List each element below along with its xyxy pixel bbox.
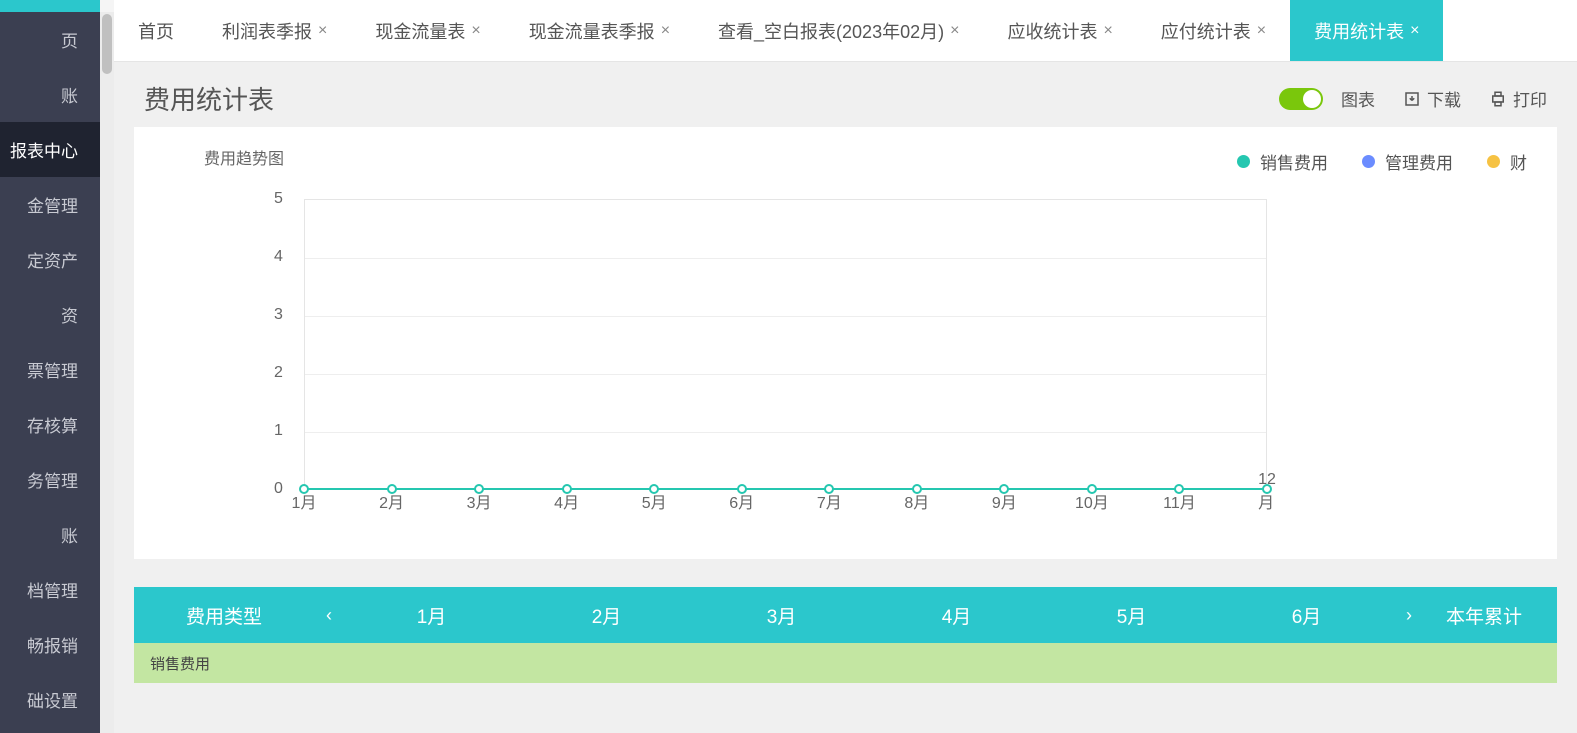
legend-item[interactable]: 销售费用 <box>1237 149 1328 174</box>
tab[interactable]: 费用统计表× <box>1290 0 1443 61</box>
chart-toggle-label: 图表 <box>1341 86 1375 111</box>
tab[interactable]: 应收统计表× <box>983 0 1136 61</box>
sidebar-item[interactable]: 定资产 <box>0 232 100 287</box>
col-month: 5月 <box>1044 602 1219 629</box>
close-icon[interactable]: × <box>1257 22 1266 40</box>
tab[interactable]: 首页 <box>114 0 198 61</box>
table-row[interactable]: 销售费用 <box>134 643 1557 683</box>
download-icon <box>1403 90 1421 108</box>
legend-dot <box>1237 155 1250 168</box>
sidebar-item[interactable]: 报表中心 <box>0 122 100 177</box>
col-month: 2月 <box>519 602 694 629</box>
y-tick-label: 4 <box>274 248 283 266</box>
data-point <box>649 484 659 494</box>
data-point <box>824 484 834 494</box>
sidebar: 页账报表中心金管理定资产资票管理存核算务管理账档管理畅报销础设置 <box>0 12 100 733</box>
close-icon[interactable]: × <box>318 22 327 40</box>
y-tick-label: 2 <box>274 364 283 382</box>
print-button[interactable]: 打印 <box>1489 86 1547 111</box>
data-point <box>737 484 747 494</box>
y-tick-label: 5 <box>274 190 283 208</box>
y-tick-label: 0 <box>274 480 283 498</box>
close-icon[interactable]: × <box>1410 22 1419 40</box>
scroll-left-icon[interactable]: ‹ <box>314 605 344 626</box>
sidebar-item[interactable]: 档管理 <box>0 562 100 617</box>
tab[interactable]: 应付统计表× <box>1137 0 1290 61</box>
download-button[interactable]: 下载 <box>1403 86 1461 111</box>
chart-grid <box>304 199 1267 489</box>
col-type: 费用类型 <box>134 602 314 629</box>
sidebar-item[interactable]: 金管理 <box>0 177 100 232</box>
main: 首页利润表季报×现金流量表×现金流量表季报×查看_空白报表(2023年02月)×… <box>114 0 1577 733</box>
tab[interactable]: 现金流量表季报× <box>505 0 694 61</box>
sidebar-item[interactable]: 票管理 <box>0 342 100 397</box>
legend-dot <box>1487 155 1500 168</box>
sidebar-item[interactable]: 资 <box>0 287 100 342</box>
series-line <box>304 488 1267 490</box>
table-header: 费用类型‹1月2月3月4月5月6月›本年累计 <box>134 587 1557 643</box>
data-point <box>387 484 397 494</box>
tab-bar: 首页利润表季报×现金流量表×现金流量表季报×查看_空白报表(2023年02月)×… <box>114 0 1577 62</box>
close-icon[interactable]: × <box>950 22 959 40</box>
page-title: 费用统计表 <box>144 80 1279 117</box>
chart-legend: 销售费用 管理费用 财 <box>1237 149 1527 174</box>
page-header: 费用统计表 图表 下载 打印 <box>114 62 1577 127</box>
y-tick-label: 1 <box>274 422 283 440</box>
scrollbar-thumb[interactable] <box>102 14 112 74</box>
tab[interactable]: 利润表季报× <box>198 0 351 61</box>
data-point <box>999 484 1009 494</box>
chart-plot: 1月2月3月4月5月6月7月8月9月10月11月12月 012345 <box>304 199 1527 519</box>
data-point <box>1087 484 1097 494</box>
close-icon[interactable]: × <box>661 22 670 40</box>
legend-label: 财 <box>1510 149 1527 174</box>
scroll-right-icon[interactable]: › <box>1394 605 1424 626</box>
scrollbar[interactable] <box>100 12 114 733</box>
col-month: 3月 <box>694 602 869 629</box>
legend-dot <box>1362 155 1375 168</box>
close-icon[interactable]: × <box>1103 22 1112 40</box>
sidebar-item[interactable]: 畅报销 <box>0 617 100 672</box>
legend-item[interactable]: 财 <box>1487 149 1527 174</box>
sidebar-item[interactable]: 础设置 <box>0 672 100 727</box>
close-icon[interactable]: × <box>471 22 480 40</box>
col-month: 6月 <box>1219 602 1394 629</box>
legend-label: 管理费用 <box>1385 149 1453 174</box>
sidebar-item[interactable]: 账 <box>0 507 100 562</box>
brand-strip <box>0 0 100 12</box>
tab[interactable]: 查看_空白报表(2023年02月)× <box>694 0 983 61</box>
data-point <box>912 484 922 494</box>
print-icon <box>1489 90 1507 108</box>
data-point <box>299 484 309 494</box>
col-total: 本年累计 <box>1424 602 1544 629</box>
sidebar-item[interactable]: 务管理 <box>0 452 100 507</box>
col-month: 1月 <box>344 602 519 629</box>
col-month: 4月 <box>869 602 1044 629</box>
data-point <box>474 484 484 494</box>
data-point <box>1174 484 1184 494</box>
data-table: 费用类型‹1月2月3月4月5月6月›本年累计 销售费用 <box>134 587 1557 683</box>
data-point <box>562 484 572 494</box>
data-point <box>1262 484 1272 494</box>
tab[interactable]: 现金流量表× <box>351 0 504 61</box>
y-tick-label: 3 <box>274 306 283 324</box>
cell-type: 销售费用 <box>134 653 314 674</box>
sidebar-item[interactable]: 存核算 <box>0 397 100 452</box>
sidebar-item[interactable]: 页 <box>0 12 100 67</box>
chart-card: 费用趋势图 销售费用管理费用财 1月2月3月4月5月6月7月8月9月10月11月… <box>134 127 1557 559</box>
sidebar-item[interactable]: 账 <box>0 67 100 122</box>
legend-label: 销售费用 <box>1260 149 1328 174</box>
chart-toggle[interactable] <box>1279 88 1323 110</box>
legend-item[interactable]: 管理费用 <box>1362 149 1453 174</box>
